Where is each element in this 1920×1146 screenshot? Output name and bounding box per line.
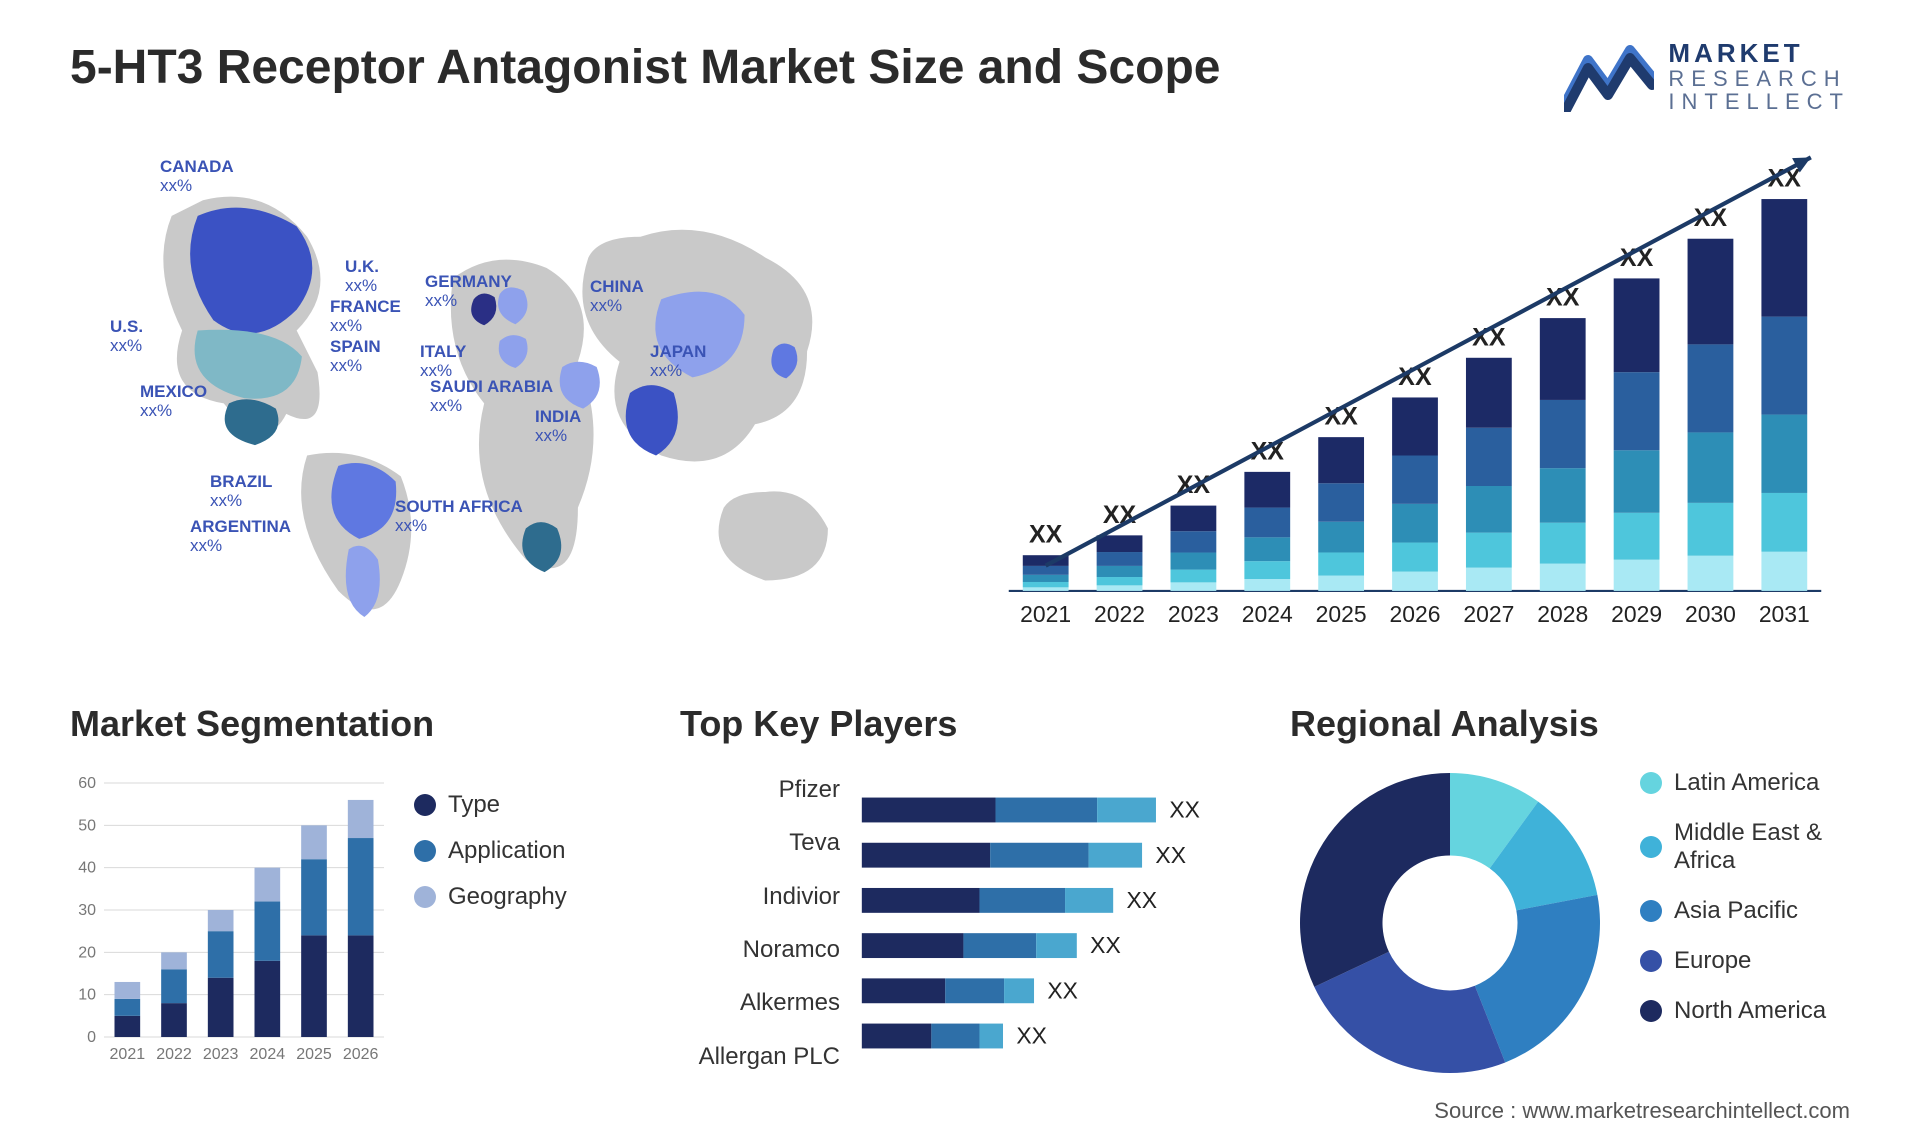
regional-legend: Latin America Middle East & Africa Asia Pa… <box>1640 763 1850 1025</box>
svg-text:2022: 2022 <box>1094 602 1145 628</box>
svg-text:20: 20 <box>78 945 96 962</box>
svg-text:XX: XX <box>1127 888 1158 914</box>
svg-text:2026: 2026 <box>1390 602 1441 628</box>
legend-item: Application <box>414 837 567 865</box>
player-label: Pfizer <box>779 776 840 804</box>
svg-text:XX: XX <box>1169 797 1200 823</box>
svg-text:2025: 2025 <box>1316 602 1367 628</box>
player-label: Alkermes <box>740 989 840 1017</box>
logo-text: MARKET RESEARCH INTELLECT <box>1668 40 1850 113</box>
growth-chart-panel: XX2021XX2022XX2023XX2024XX2025XX2026XX20… <box>980 143 1850 643</box>
brand-logo: MARKET RESEARCH INTELLECT <box>1564 40 1850 113</box>
svg-text:2024: 2024 <box>1242 602 1293 628</box>
world-map-icon <box>70 143 940 643</box>
legend-item: Type <box>414 791 567 819</box>
segmentation-panel: Market Segmentation 0 10 20 30 40 50 60 2021 202… <box>70 703 630 1083</box>
svg-text:2028: 2028 <box>1537 602 1588 628</box>
logo-line2: RESEARCH <box>1668 67 1850 90</box>
svg-text:30: 30 <box>78 902 96 919</box>
svg-text:2026: 2026 <box>343 1046 379 1063</box>
svg-text:2024: 2024 <box>250 1046 286 1063</box>
svg-text:XX: XX <box>1155 842 1186 868</box>
legend-item: Geography <box>414 883 567 911</box>
svg-text:2027: 2027 <box>1463 602 1514 628</box>
segmentation-legend: Type Application Geography <box>414 763 567 1083</box>
players-labels: Pfizer Teva Indivior Noramco Alkermes Allerga… <box>680 763 840 1083</box>
regional-panel: Regional Analysis Latin America Middle Ea… <box>1290 703 1850 1083</box>
row-bottom: Market Segmentation 0 10 20 30 40 50 60 2021 202… <box>70 703 1850 1083</box>
player-label: Indivior <box>763 883 840 911</box>
svg-text:XX: XX <box>1090 933 1121 959</box>
infographic-canvas: 5-HT3 Receptor Antagonist Market Size an… <box>0 0 1920 1146</box>
segmentation-title: Market Segmentation <box>70 703 630 745</box>
player-label: Teva <box>789 829 840 857</box>
svg-text:60: 60 <box>78 775 96 792</box>
svg-text:50: 50 <box>78 818 96 835</box>
svg-text:2023: 2023 <box>203 1046 239 1063</box>
top-bar: 5-HT3 Receptor Antagonist Market Size an… <box>70 40 1850 113</box>
svg-text:2031: 2031 <box>1759 602 1810 628</box>
svg-text:10: 10 <box>78 987 96 1004</box>
regional-donut-chart <box>1290 763 1610 1083</box>
svg-text:2023: 2023 <box>1168 602 1219 628</box>
legend-item: Asia Pacific <box>1640 897 1850 925</box>
regional-title: Regional Analysis <box>1290 703 1850 745</box>
svg-text:2021: 2021 <box>1020 602 1071 628</box>
legend-item: North America <box>1640 997 1850 1025</box>
row-top: CANADAxx%U.S.xx%MEXICOxx%BRAZILxx%ARGENT… <box>70 143 1850 643</box>
svg-text:2025: 2025 <box>296 1046 332 1063</box>
svg-text:XX: XX <box>1047 978 1078 1004</box>
players-title: Top Key Players <box>680 703 1240 745</box>
players-panel: Top Key Players Pfizer Teva Indivior Noramc… <box>680 703 1240 1083</box>
segmentation-chart: 0 10 20 30 40 50 60 2021 2022 2023 2024 2025 2026 <box>70 763 390 1083</box>
players-chart: XXXXXXXXXXXX <box>858 763 1240 1083</box>
page-title: 5-HT3 Receptor Antagonist Market Size an… <box>70 40 1220 95</box>
svg-text:0: 0 <box>87 1029 96 1046</box>
player-label: Allergan PLC <box>699 1043 840 1071</box>
logo-line3: INTELLECT <box>1668 90 1850 113</box>
svg-text:2022: 2022 <box>156 1046 192 1063</box>
svg-text:2029: 2029 <box>1611 602 1662 628</box>
svg-text:XX: XX <box>1016 1023 1047 1049</box>
world-map-panel: CANADAxx%U.S.xx%MEXICOxx%BRAZILxx%ARGENT… <box>70 143 940 643</box>
growth-chart: XX2021XX2022XX2023XX2024XX2025XX2026XX20… <box>980 143 1850 643</box>
legend-item: Europe <box>1640 947 1850 975</box>
player-label: Noramco <box>743 936 840 964</box>
svg-text:2030: 2030 <box>1685 602 1736 628</box>
svg-text:2021: 2021 <box>110 1046 146 1063</box>
logo-mark-icon <box>1564 42 1654 112</box>
source-label: Source : www.marketresearchintellect.com <box>1434 1098 1850 1124</box>
legend-item: Middle East & Africa <box>1640 819 1850 875</box>
logo-line1: MARKET <box>1668 40 1850 67</box>
svg-text:40: 40 <box>78 860 96 877</box>
svg-text:XX: XX <box>1029 521 1063 549</box>
legend-item: Latin America <box>1640 769 1850 797</box>
